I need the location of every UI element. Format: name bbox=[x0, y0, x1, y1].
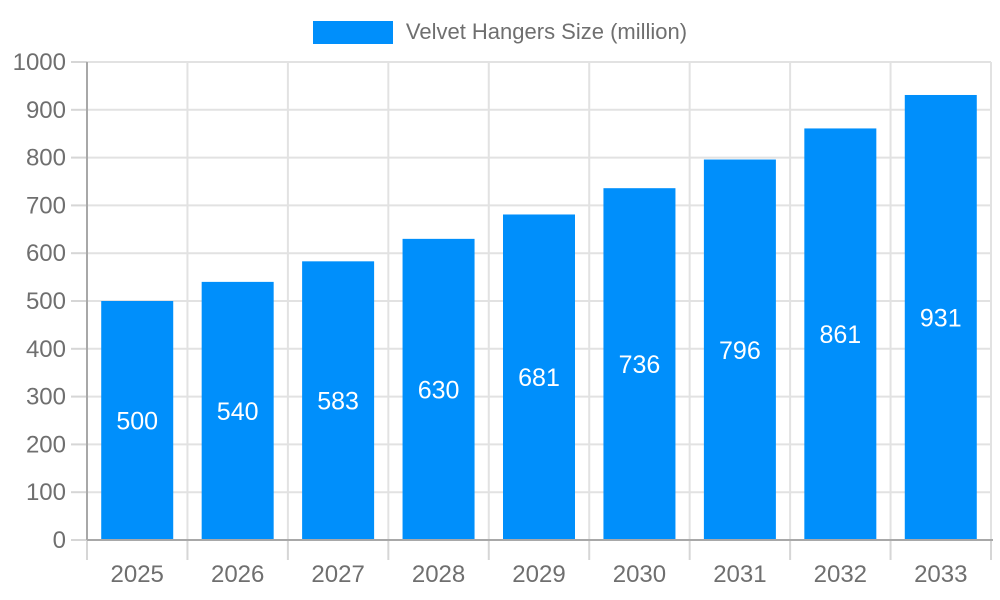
bar-2032[interactable] bbox=[804, 128, 877, 540]
x-axis-label: 2025 bbox=[111, 561, 164, 588]
bar-2030[interactable] bbox=[603, 188, 676, 540]
y-axis-label: 600 bbox=[26, 240, 66, 267]
bar-2031[interactable] bbox=[703, 159, 776, 540]
x-axis-label: 2028 bbox=[412, 561, 465, 588]
y-axis-label: 900 bbox=[26, 97, 66, 124]
y-axis-label: 100 bbox=[26, 479, 66, 506]
bar-value-label: 630 bbox=[418, 376, 460, 404]
bar-value-label: 583 bbox=[317, 388, 359, 416]
x-axis-label: 2033 bbox=[914, 561, 967, 588]
bar-value-label: 500 bbox=[116, 408, 158, 436]
bar-2025[interactable] bbox=[101, 301, 174, 540]
x-axis-label: 2029 bbox=[512, 561, 565, 588]
bar-value-label: 931 bbox=[920, 304, 962, 332]
legend-swatch-icon bbox=[312, 20, 393, 44]
y-axis-label: 800 bbox=[26, 145, 66, 172]
x-axis-label: 2032 bbox=[814, 561, 867, 588]
legend-item[interactable]: Velvet Hangers Size (million) bbox=[312, 19, 688, 45]
y-axis-label: 400 bbox=[26, 336, 66, 363]
legend: Velvet Hangers Size (million) bbox=[0, 19, 1000, 45]
x-axis-label: 2030 bbox=[613, 561, 666, 588]
legend-label: Velvet Hangers Size (million) bbox=[405, 19, 688, 44]
y-axis-label: 0 bbox=[53, 527, 66, 554]
x-axis-label: 2031 bbox=[713, 561, 766, 588]
bar-2029[interactable] bbox=[503, 214, 575, 540]
bar-value-label: 796 bbox=[719, 337, 761, 365]
x-axis-label: 2027 bbox=[311, 561, 364, 588]
y-axis-label: 1000 bbox=[13, 49, 66, 76]
y-axis-label: 500 bbox=[26, 288, 66, 315]
x-axis-label: 2026 bbox=[211, 561, 264, 588]
y-axis-label: 700 bbox=[26, 192, 66, 219]
bar-2026[interactable] bbox=[201, 281, 274, 540]
bar-2033[interactable] bbox=[904, 94, 977, 541]
bar-2027[interactable] bbox=[302, 261, 375, 540]
bar-value-label: 681 bbox=[518, 364, 560, 392]
y-axis-label: 300 bbox=[26, 384, 66, 411]
bar-value-label: 736 bbox=[619, 351, 661, 379]
bar-value-label: 861 bbox=[819, 321, 861, 349]
y-axis-label: 200 bbox=[26, 431, 66, 458]
bar-value-label: 540 bbox=[217, 398, 259, 426]
bar-2028[interactable] bbox=[402, 238, 475, 541]
